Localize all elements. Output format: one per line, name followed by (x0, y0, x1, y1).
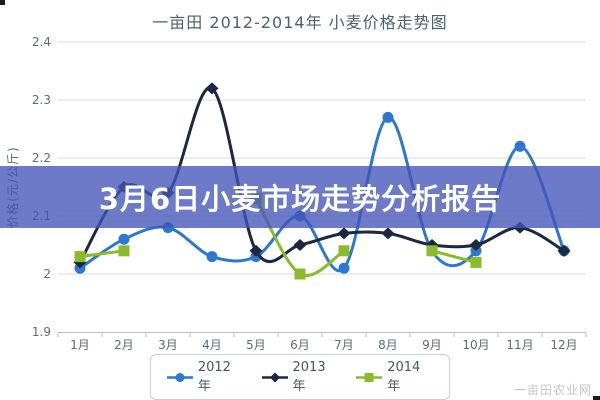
x-tick-label: 11月 (506, 338, 533, 352)
corner-artifact-topleft (0, 0, 5, 5)
series-marker-2012年 (338, 262, 350, 274)
series-marker-2013年 (337, 227, 351, 240)
x-tick-label: 1月 (70, 338, 90, 352)
x-tick-label: 6月 (290, 338, 310, 352)
legend-item-2013年: 2013年 (261, 360, 339, 394)
legend-item-2012年: 2012年 (167, 360, 244, 394)
y-tick-label: 2.3 (32, 93, 51, 107)
headline-banner: 3月6日小麦市场走势分析报告 (0, 166, 600, 228)
series-marker-2014年 (338, 245, 350, 257)
series-marker-2014年 (294, 268, 306, 280)
series-marker-2013年 (249, 244, 263, 257)
legend-label: 2012年 (197, 360, 231, 394)
series-marker-2014年 (118, 245, 130, 257)
series-marker-2014年 (426, 245, 438, 257)
corner-artifact-bottomright (593, 396, 600, 400)
x-tick-label: 3月 (158, 338, 178, 352)
x-tick-label: 12月 (550, 338, 577, 352)
y-tick-label: 2.2 (32, 151, 51, 165)
x-tick-label: 9月 (422, 338, 442, 352)
x-tick-label: 4月 (202, 338, 222, 352)
x-tick-label: 2月 (114, 338, 134, 352)
legend-marker-icon (261, 372, 288, 382)
headline-text: 3月6日小麦市场走势分析报告 (98, 182, 502, 216)
series-line-2014年 (78, 249, 126, 259)
series-marker-2014年 (470, 256, 482, 268)
legend-marker-icon (356, 372, 383, 382)
series-marker-2013年 (469, 239, 483, 251)
series-line-2014年 (430, 249, 478, 264)
y-tick-label: 2 (43, 267, 51, 281)
legend-label: 2013年 (292, 360, 326, 394)
x-tick-label: 8月 (378, 338, 398, 352)
chart-title: 一亩田 2012-2014年 小麦价格走势图 (152, 13, 448, 32)
series-marker-2013年 (557, 244, 571, 257)
x-tick-label: 5月 (246, 338, 266, 352)
legend-marker-icon (167, 372, 193, 382)
chart-legend: 2012年 2013年 2014年 (150, 354, 450, 400)
legend-item-2014年: 2014年 (356, 360, 433, 394)
series-marker-2013年 (293, 239, 307, 251)
legend-label: 2014年 (387, 360, 421, 394)
y-tick-label: 2.4 (32, 35, 51, 49)
series-marker-2012年 (514, 140, 526, 152)
x-tick-label: 10月 (462, 338, 489, 352)
watermark: 一亩田农业网 (513, 383, 592, 397)
series-marker-2014年 (74, 251, 86, 263)
series-marker-2012年 (206, 251, 218, 263)
series-marker-2012年 (382, 111, 394, 123)
y-tick-label: 1.9 (32, 325, 51, 339)
series-marker-2013年 (205, 82, 219, 95)
series-marker-2013年 (381, 227, 395, 240)
series-marker-2012年 (118, 233, 130, 245)
x-tick-label: 7月 (334, 338, 354, 352)
